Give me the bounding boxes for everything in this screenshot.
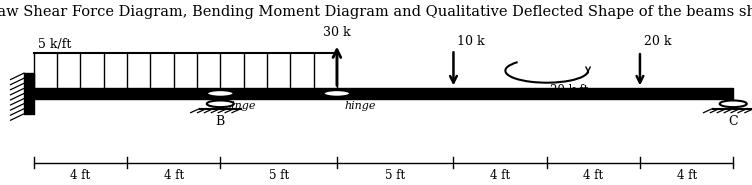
Text: 4 ft: 4 ft [490, 169, 510, 182]
Circle shape [207, 90, 234, 97]
Text: 20 k: 20 k [644, 36, 672, 48]
Text: 3. Draw Shear Force Diagram, Bending Moment Diagram and Qualitative Deflected Sh: 3. Draw Shear Force Diagram, Bending Mom… [0, 5, 752, 19]
Text: 30 k: 30 k [323, 26, 350, 39]
Text: 10 k: 10 k [457, 35, 485, 48]
Text: 4 ft: 4 ft [71, 169, 90, 182]
Text: B: B [216, 115, 225, 128]
Text: 20 k-ft: 20 k-ft [550, 84, 589, 97]
Text: hinge: hinge [224, 101, 256, 111]
Text: 5 ft: 5 ft [385, 169, 405, 182]
Text: hinge: hinge [344, 101, 376, 111]
Text: 4 ft: 4 ft [584, 169, 603, 182]
Circle shape [323, 90, 350, 97]
Circle shape [207, 100, 234, 107]
Text: 5 k/ft: 5 k/ft [38, 38, 71, 51]
Circle shape [720, 100, 747, 107]
Text: 5 ft: 5 ft [268, 169, 289, 182]
Text: 4 ft: 4 ft [677, 169, 696, 182]
Text: 4 ft: 4 ft [164, 169, 183, 182]
Text: C: C [729, 115, 738, 128]
